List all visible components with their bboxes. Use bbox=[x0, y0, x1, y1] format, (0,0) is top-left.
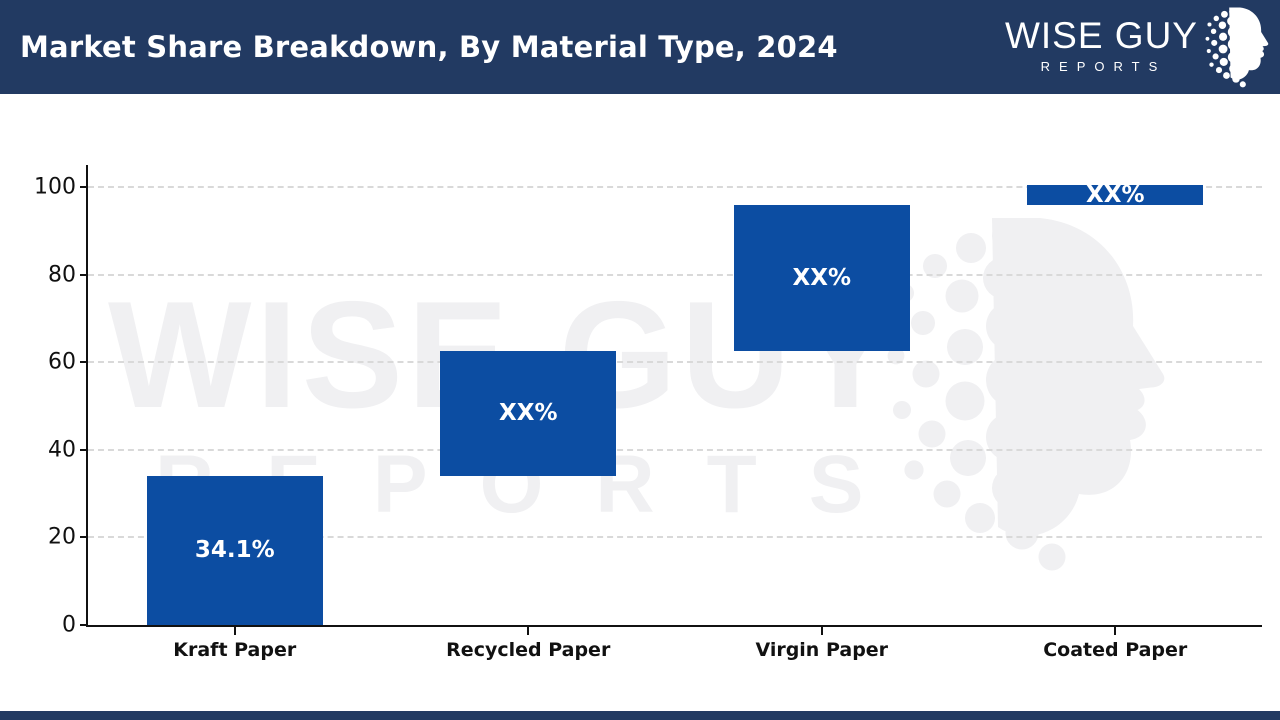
x-tick-1 bbox=[527, 627, 530, 635]
bar-recycled-paper: XX% bbox=[440, 351, 617, 476]
x-category-label-2: Virgin Paper bbox=[755, 639, 889, 661]
y-tick-label-0: 0 bbox=[62, 612, 76, 638]
footer-band bbox=[0, 711, 1280, 720]
y-tick-60 bbox=[80, 361, 88, 364]
gridline-40 bbox=[88, 448, 1262, 451]
logo-wordmark: WISE GUY bbox=[1004, 15, 1198, 56]
bar-coated-paper: XX% bbox=[1027, 181, 1204, 208]
x-tick-0 bbox=[233, 627, 236, 635]
x-category-label-3: Coated Paper bbox=[1043, 639, 1188, 661]
bar-value-label: 34.1% bbox=[194, 537, 275, 564]
y-tick-label-100: 100 bbox=[34, 174, 76, 200]
logo-text-block: WISE GUY REPORTS bbox=[1004, 15, 1198, 74]
x-category-label-0: Kraft Paper bbox=[173, 639, 297, 661]
bar-value-label: XX% bbox=[1085, 181, 1145, 208]
y-tick-20 bbox=[80, 536, 88, 539]
x-tick-2 bbox=[820, 627, 823, 635]
gridline-60 bbox=[88, 361, 1262, 364]
y-tick-0 bbox=[80, 624, 88, 626]
x-category-label-1: Recycled Paper bbox=[446, 639, 611, 661]
y-tick-label-20: 20 bbox=[48, 524, 76, 550]
gridline-100 bbox=[88, 186, 1262, 188]
x-tick-3 bbox=[1114, 627, 1117, 635]
page-title: Market Share Breakdown, By Material Type… bbox=[20, 30, 838, 64]
bar-value-label: XX% bbox=[792, 264, 851, 291]
y-tick-label-80: 80 bbox=[48, 262, 76, 288]
y-tick-label-40: 40 bbox=[48, 437, 76, 463]
wiseguy-logo: WISE GUY REPORTS bbox=[1004, 4, 1270, 92]
bar-virgin-paper: XX% bbox=[733, 204, 910, 352]
gridline-80 bbox=[88, 273, 1262, 276]
logo-subtext: REPORTS bbox=[1040, 58, 1167, 74]
y-tick-40 bbox=[80, 448, 88, 451]
bar-kraft-paper: 34.1% bbox=[146, 475, 323, 625]
y-axis-line bbox=[86, 165, 88, 627]
header-band: Market Share Breakdown, By Material Type… bbox=[0, 0, 1280, 94]
logo-head-icon bbox=[1205, 7, 1269, 88]
y-tick-80 bbox=[80, 273, 88, 276]
x-axis-line bbox=[86, 625, 1262, 627]
y-tick-label-60: 60 bbox=[48, 349, 76, 375]
y-tick-100 bbox=[80, 186, 88, 188]
bar-value-label: XX% bbox=[498, 400, 558, 427]
gridline-20 bbox=[88, 536, 1262, 539]
